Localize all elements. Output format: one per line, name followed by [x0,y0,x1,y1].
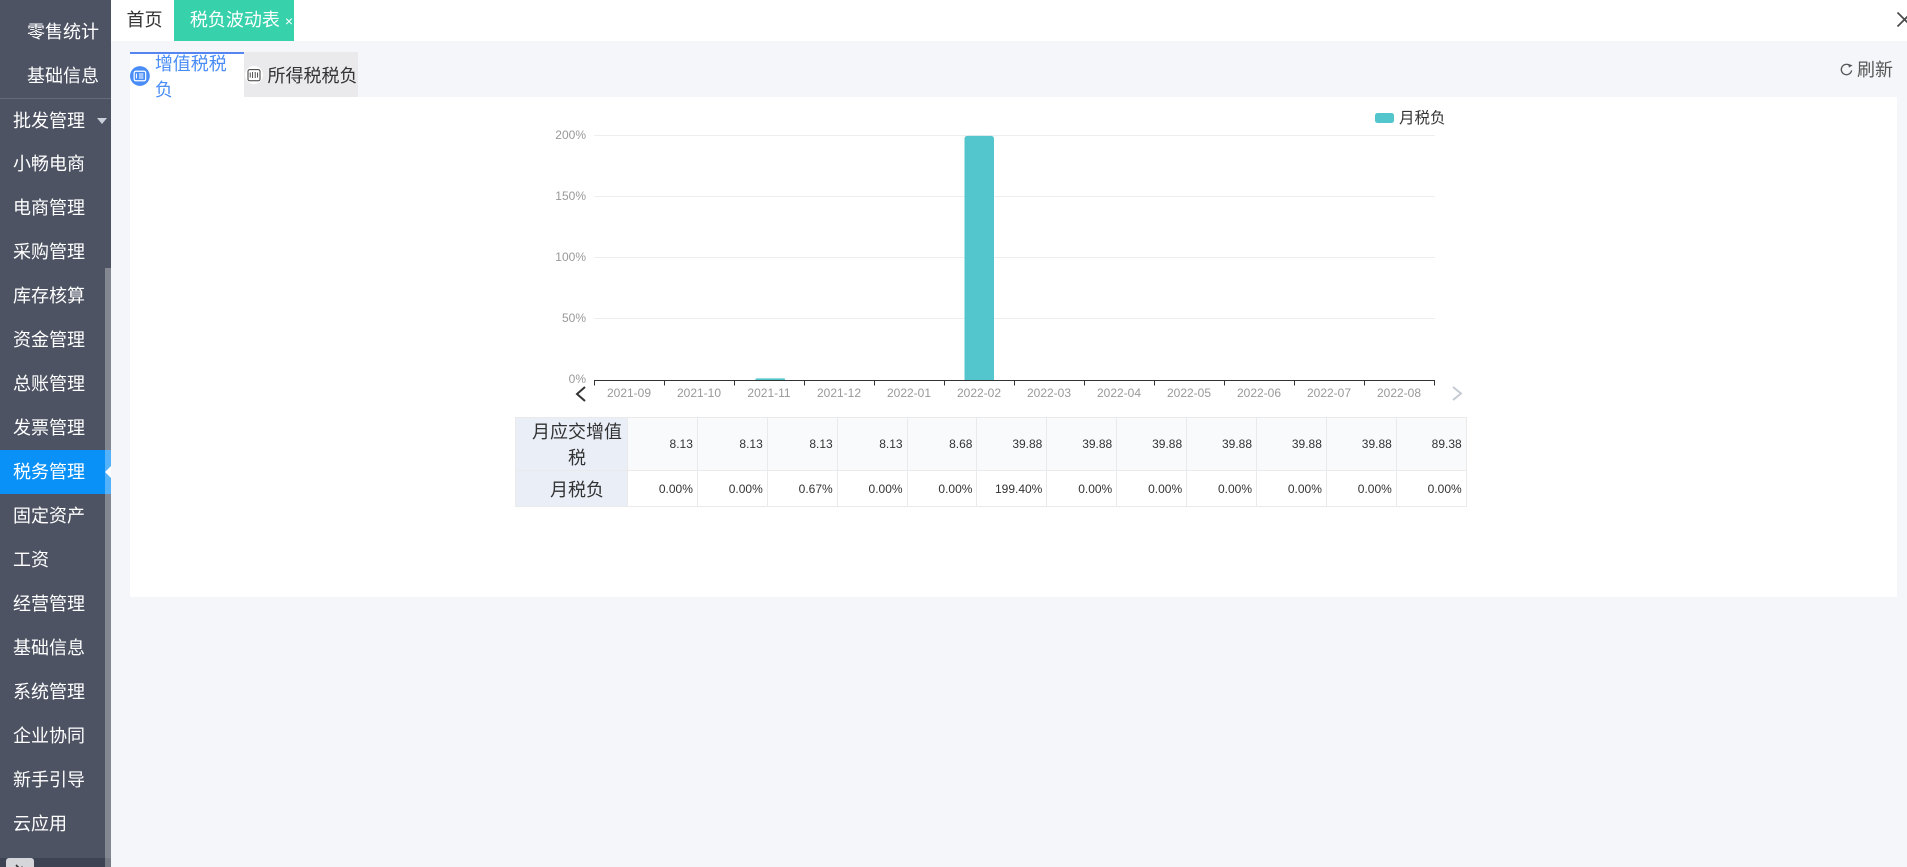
svg-text:50%: 50% [562,311,586,325]
svg-text:0%: 0% [569,372,587,386]
svg-text:2021-10: 2021-10 [677,386,721,400]
svg-text:2022-03: 2022-03 [1027,386,1071,400]
svg-text:2022-01: 2022-01 [887,386,931,400]
svg-text:月税负: 月税负 [1399,109,1446,127]
svg-text:150%: 150% [555,189,586,203]
svg-text:2022-04: 2022-04 [1097,386,1141,400]
svg-text:2022-05: 2022-05 [1167,386,1211,400]
svg-text:200%: 200% [555,128,586,142]
svg-text:2021-11: 2021-11 [747,386,790,400]
svg-text:2022-02: 2022-02 [957,386,1001,400]
svg-text:2022-08: 2022-08 [1377,386,1421,400]
svg-text:2022-06: 2022-06 [1237,386,1281,400]
svg-text:2021-12: 2021-12 [817,386,861,400]
svg-text:2022-07: 2022-07 [1307,386,1351,400]
svg-text:2021-09: 2021-09 [607,386,651,400]
svg-text:100%: 100% [555,250,586,264]
